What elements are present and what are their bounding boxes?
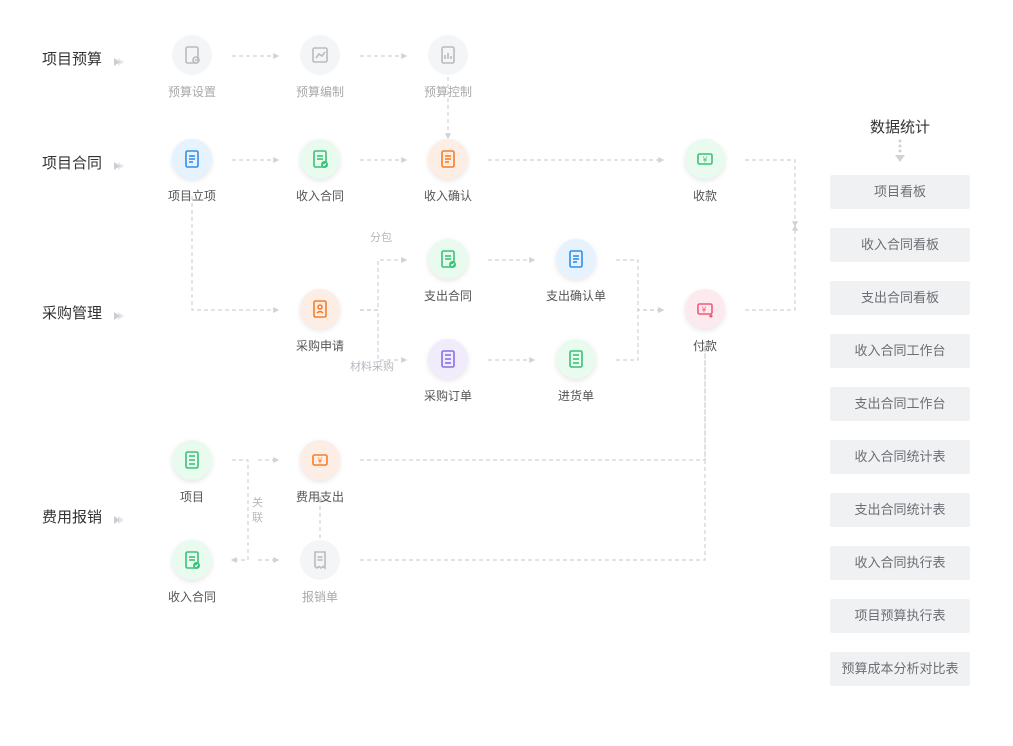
node-expense_confirm-label: 支出确认单 [536,287,616,304]
node-budget_ctrl: 预算控制 [408,35,488,100]
node-pay-icon [685,289,725,329]
node-receive-label: 收款 [665,187,745,204]
node-income_contract-label: 收入合同 [280,187,360,204]
stats-button[interactable]: 支出合同看板 [830,281,970,315]
stats-button[interactable]: 项目预算执行表 [830,599,970,633]
node-reimburse-label: 报销单 [280,588,360,605]
node-income_contract2-label: 收入合同 [152,588,232,605]
node-expense_contract-icon [428,239,468,279]
section-purchase-label: 采购管理 [42,302,102,323]
node-project-label: 项目 [152,488,232,505]
node-income_contract-icon [300,139,340,179]
node-income_contract[interactable]: 收入合同 [280,139,360,204]
section-budget-label: 项目预算 [42,48,102,69]
node-expense_contract[interactable]: 支出合同 [408,239,488,304]
annotation-label: 分包 [370,229,392,245]
stats-button[interactable]: 支出合同工作台 [830,387,970,421]
node-project-icon [172,440,212,480]
node-incoming[interactable]: 进货单 [536,339,616,404]
node-incoming-icon [556,339,596,379]
stats-button[interactable]: 收入合同工作台 [830,334,970,368]
node-purchase_req-icon [300,289,340,329]
stats-button[interactable]: 支出合同统计表 [830,493,970,527]
node-expense_confirm-icon [556,239,596,279]
stats-title: 数据统计 [830,116,970,137]
node-budget_set: 预算设置 [152,35,232,100]
node-budget_make: 预算编制 [280,35,360,100]
node-income_contract2-icon [172,540,212,580]
node-purchase_req-label: 采购申请 [280,337,360,354]
node-proj_create[interactable]: 项目立项 [152,139,232,204]
node-purchase_order-label: 采购订单 [408,387,488,404]
node-purchase_order-icon [428,339,468,379]
section-expense-chevron-icon [114,511,122,529]
node-receive-icon [685,139,725,179]
section-contract-label: 项目合同 [42,152,102,173]
annotation-label: 材料采购 [350,358,394,374]
node-budget_ctrl-icon [428,35,468,75]
node-expense_confirm[interactable]: 支出确认单 [536,239,616,304]
stats-button[interactable]: 收入合同执行表 [830,546,970,580]
node-reimburse-icon [300,540,340,580]
section-purchase-chevron-icon [114,307,122,325]
node-income_confirm-icon [428,139,468,179]
node-budget_make-label: 预算编制 [280,83,360,100]
node-expense_pay-label: 费用支出 [280,488,360,505]
stats-button[interactable]: 收入合同看板 [830,228,970,262]
node-budget_set-icon [172,35,212,75]
connector-layer [0,0,1013,746]
stats-button[interactable]: 项目看板 [830,175,970,209]
node-budget_make-icon [300,35,340,75]
stats-button[interactable]: 收入合同统计表 [830,440,970,474]
node-income_confirm-label: 收入确认 [408,187,488,204]
section-contract-chevron-icon [114,157,122,175]
node-project[interactable]: 项目 [152,440,232,505]
node-expense_pay[interactable]: 费用支出 [280,440,360,505]
node-proj_create-label: 项目立项 [152,187,232,204]
stats-button[interactable]: 预算成本分析对比表 [830,652,970,686]
node-purchase_req[interactable]: 采购申请 [280,289,360,354]
node-budget_set-label: 预算设置 [152,83,232,100]
annotation-label: 联 [252,509,263,525]
section-expense-label: 费用报销 [42,506,102,527]
node-expense_pay-icon [300,440,340,480]
dots-down-icon [830,138,970,169]
section-budget-chevron-icon [114,53,122,71]
node-expense_contract-label: 支出合同 [408,287,488,304]
node-receive[interactable]: 收款 [665,139,745,204]
node-proj_create-icon [172,139,212,179]
node-income_confirm[interactable]: 收入确认 [408,139,488,204]
node-pay[interactable]: 付款 [665,289,745,354]
annotation-label: 关 [252,494,263,510]
node-pay-label: 付款 [665,337,745,354]
node-incoming-label: 进货单 [536,387,616,404]
node-income_contract2[interactable]: 收入合同 [152,540,232,605]
node-budget_ctrl-label: 预算控制 [408,83,488,100]
node-purchase_order[interactable]: 采购订单 [408,339,488,404]
node-reimburse: 报销单 [280,540,360,605]
